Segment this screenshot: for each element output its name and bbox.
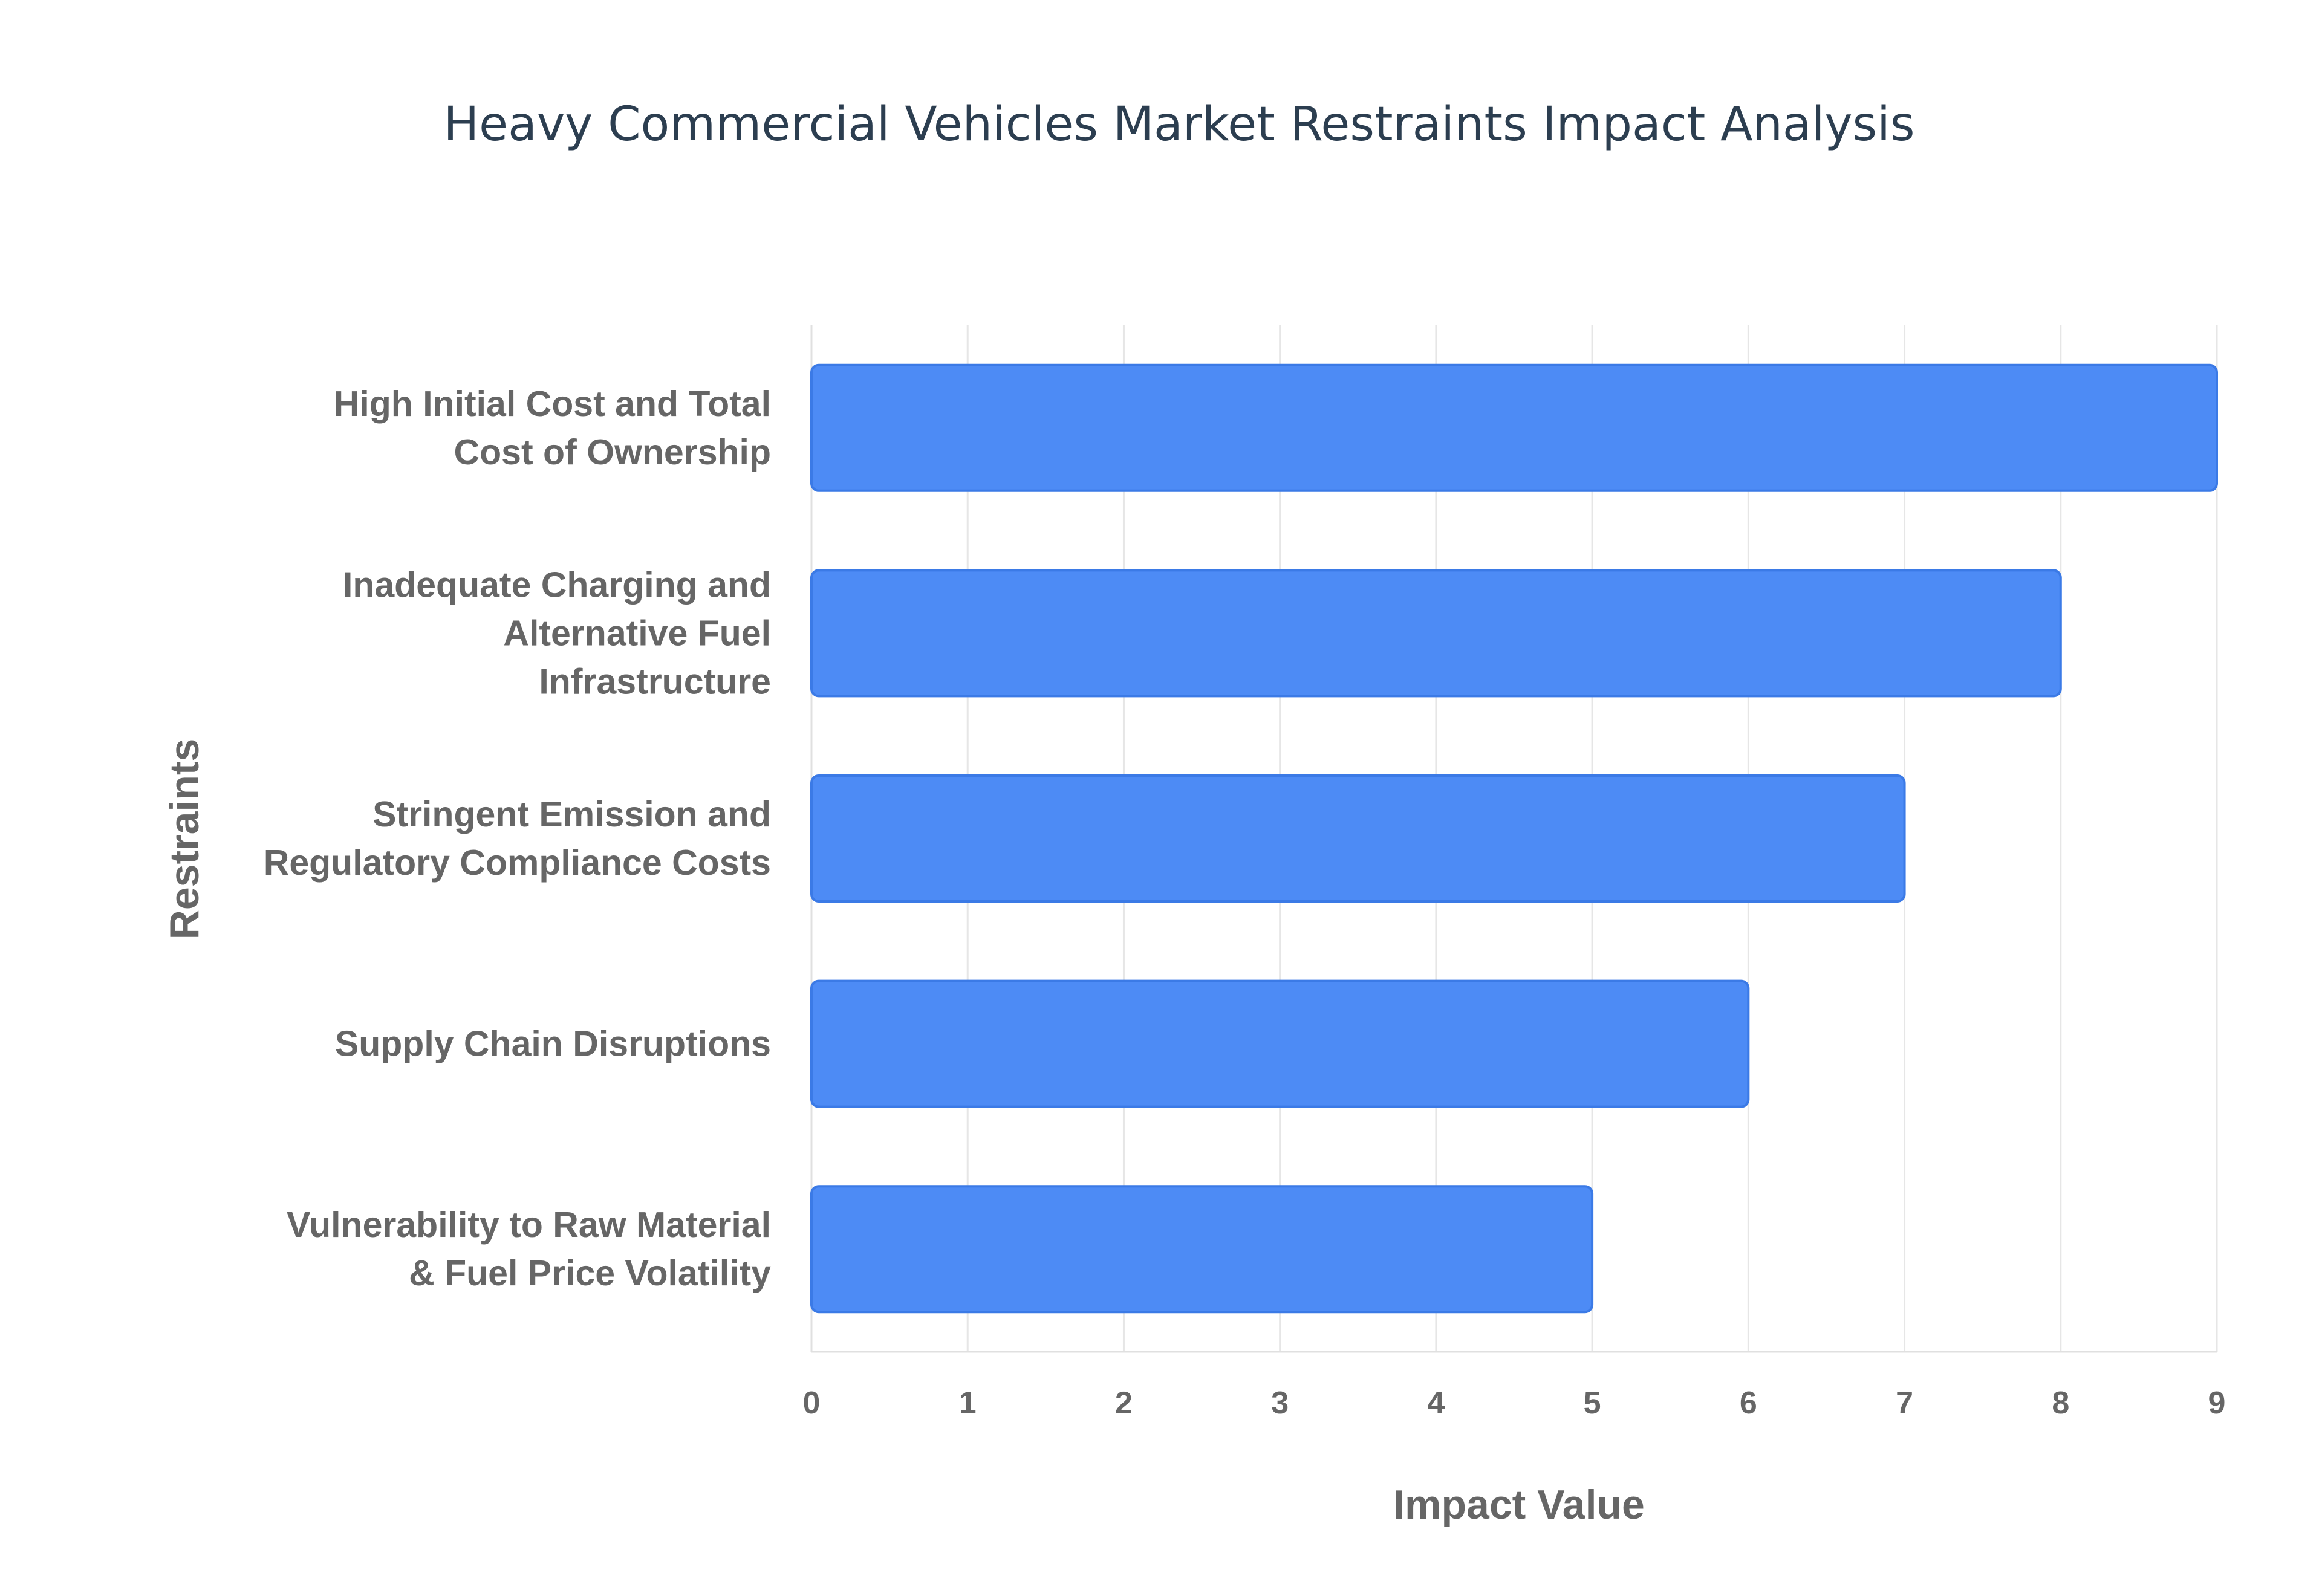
bar-3 [810,979,1750,1108]
bars [810,363,2218,1314]
category-label-3: Supply Chain Disruptions [335,1024,771,1064]
x-tick-label-5: 5 [1584,1386,1601,1421]
x-tick-label-7: 7 [1896,1386,1913,1421]
bar-2 [810,774,1906,903]
category-label-2: Stringent Emission and Regulatory Complia… [264,794,771,883]
x-tick-label-1: 1 [959,1386,977,1421]
x-tick-label-6: 6 [1740,1386,1757,1421]
bar-0 [810,363,2218,492]
x-tick-label-3: 3 [1271,1386,1289,1421]
category-label-4: Vulnerability to Raw Material & Fuel Pric… [287,1205,771,1293]
x-axis-title: Impact Value [1393,1482,1645,1528]
x-tick-label-2: 2 [1115,1386,1133,1421]
bar-1 [810,569,2062,698]
x-axis-ticks: 0 1 2 3 4 5 6 7 8 9 [803,1386,2226,1421]
x-tick-label-8: 8 [2052,1386,2069,1421]
x-tick-label-4: 4 [1427,1386,1445,1421]
x-tick-label-0: 0 [803,1386,821,1421]
x-tick-label-9: 9 [2208,1386,2226,1421]
category-label-1: Inadequate Charging and Alternative Fuel I… [343,565,771,701]
category-labels: High Initial Cost and Total Cost of Owner… [264,384,771,1293]
chart-title: Heavy Commercial Vehicles Market Restrai… [444,97,1915,152]
y-axis-title: Restraints [161,739,207,940]
category-label-0: High Initial Cost and Total Cost of Owner… [334,384,771,472]
bar-4 [810,1185,1594,1314]
